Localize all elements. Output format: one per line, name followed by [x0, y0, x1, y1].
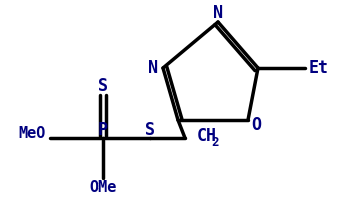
Text: S: S [145, 121, 155, 139]
Text: MeO: MeO [18, 126, 46, 141]
Text: Et: Et [309, 59, 329, 77]
Text: OMe: OMe [89, 181, 117, 196]
Text: CH: CH [197, 127, 217, 145]
Text: P: P [98, 121, 108, 139]
Text: N: N [213, 4, 223, 22]
Text: S: S [98, 77, 108, 95]
Text: 2: 2 [211, 135, 219, 149]
Text: O: O [251, 116, 261, 134]
Text: N: N [148, 59, 158, 77]
